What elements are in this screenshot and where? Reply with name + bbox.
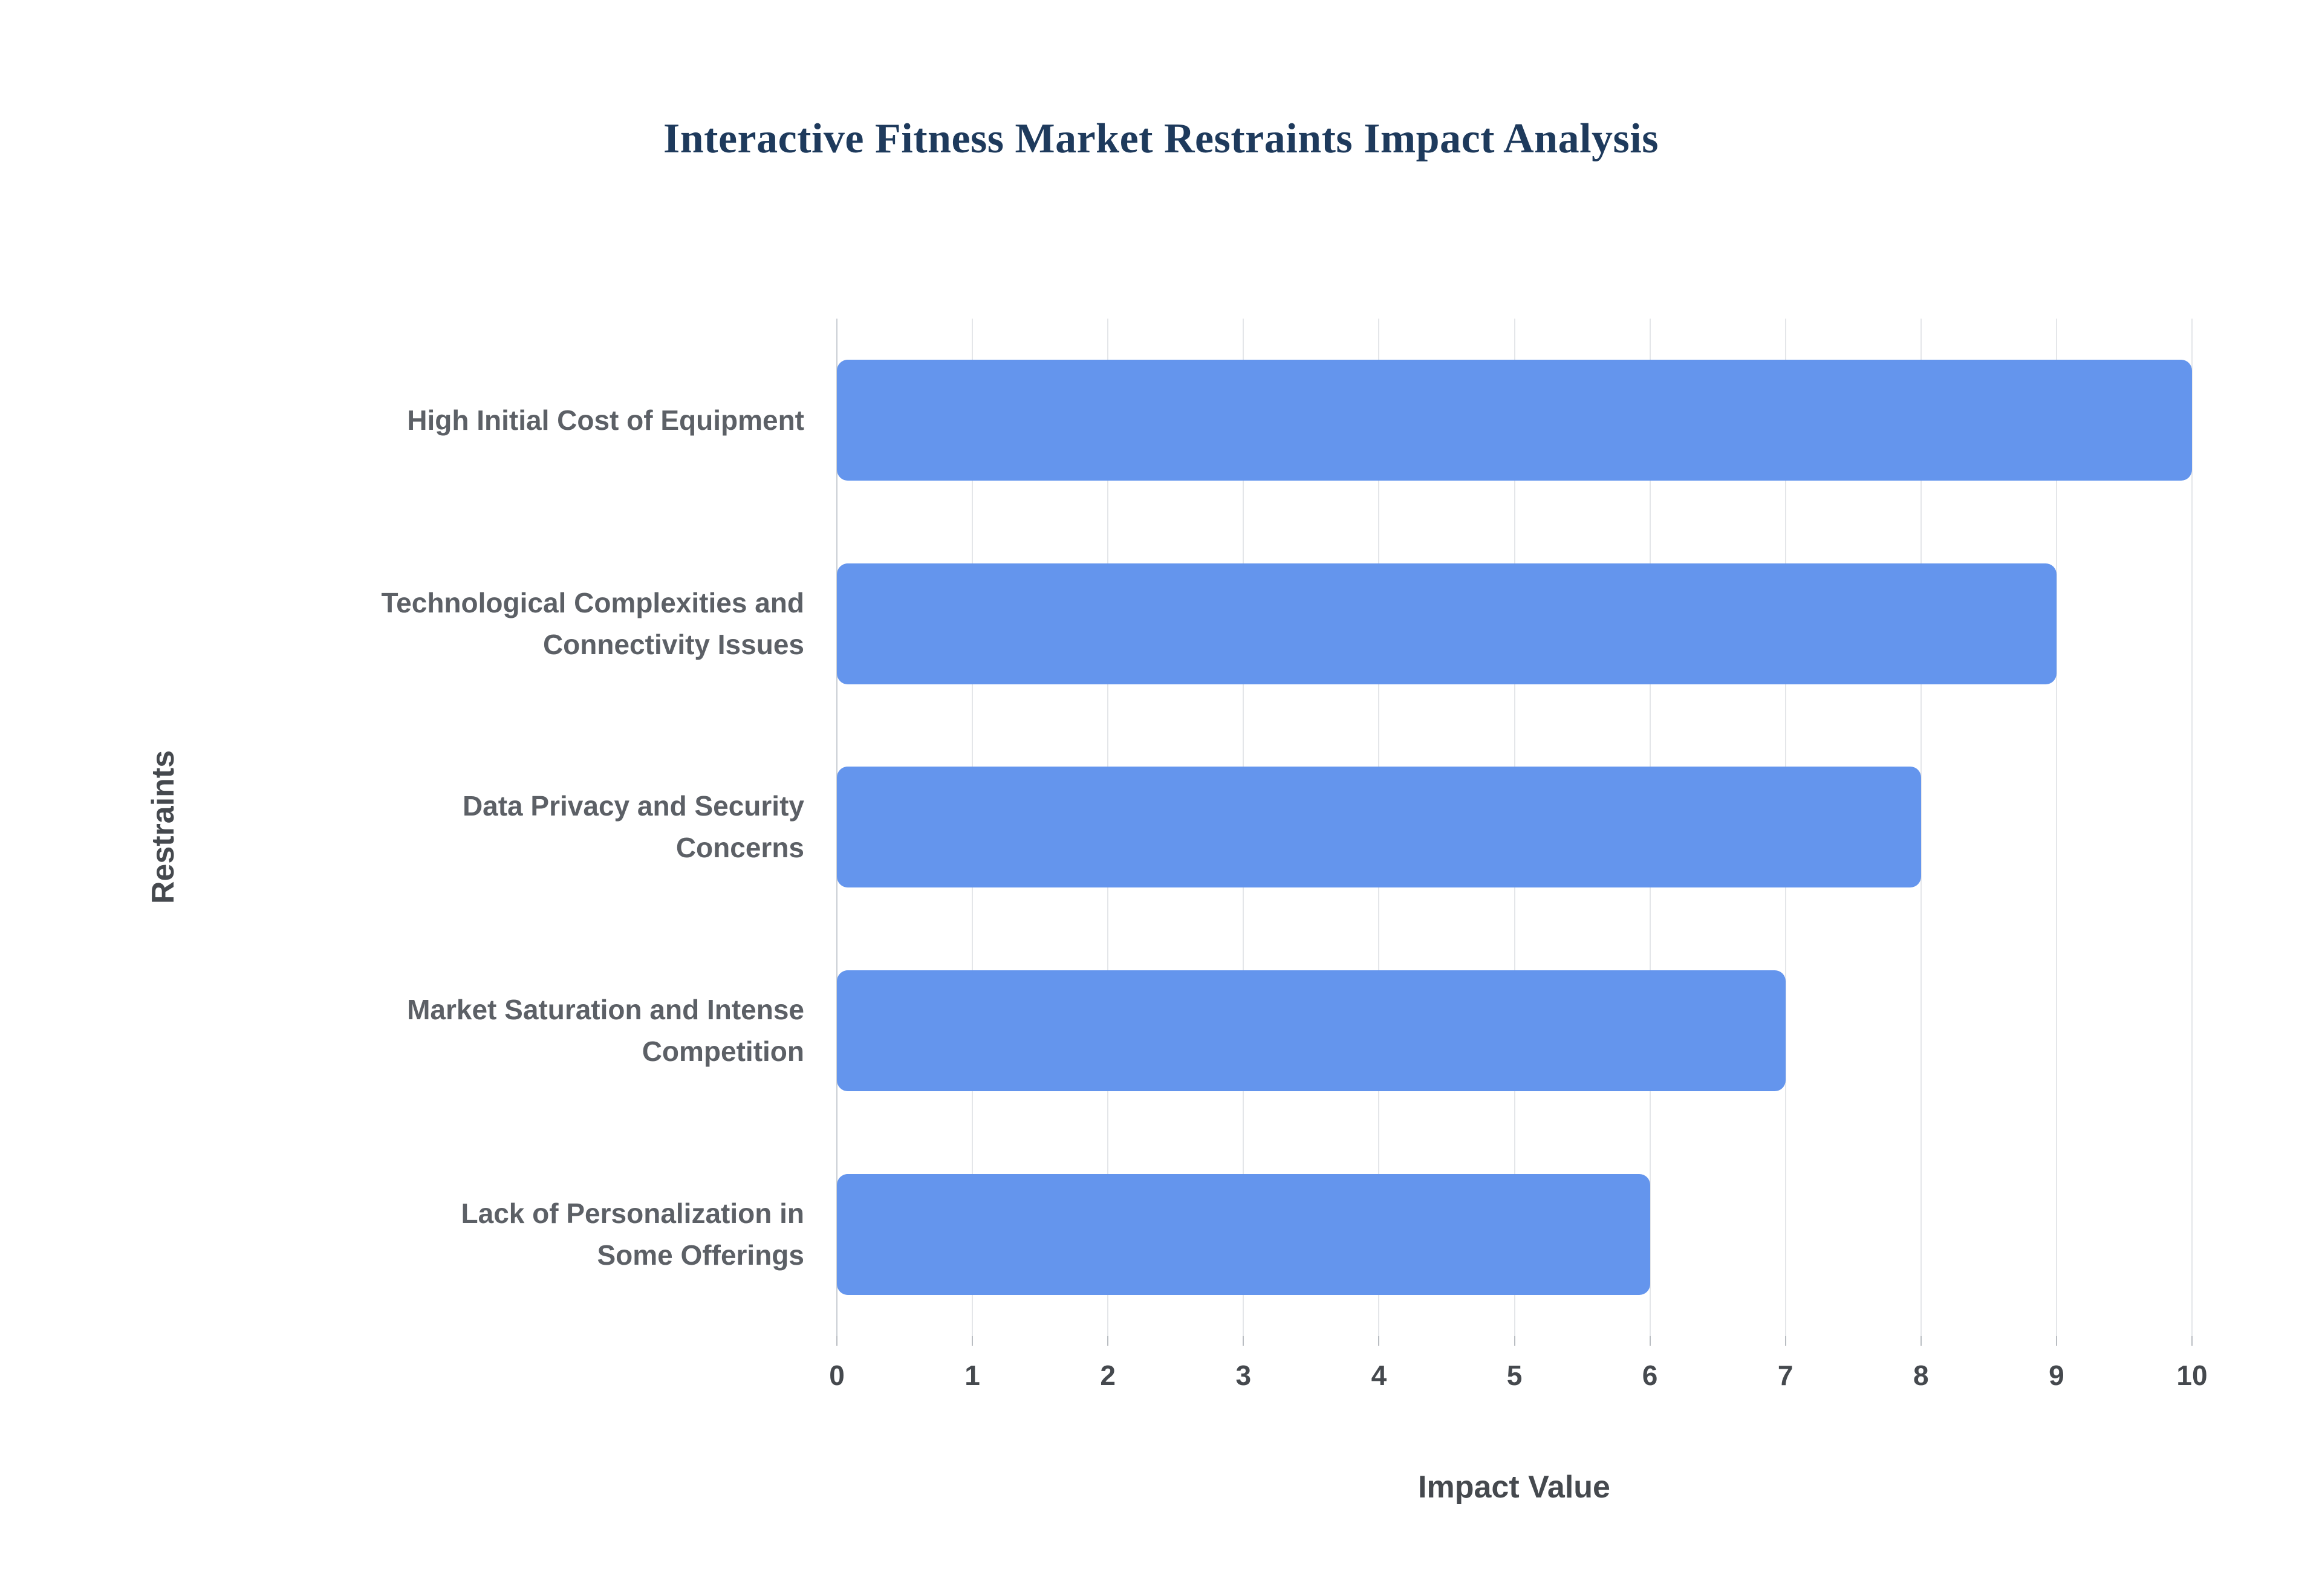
- gridline: [2191, 319, 2193, 1336]
- tick-mark: [1649, 1336, 1651, 1346]
- category-row: Lack of Personalization in Some Offering…: [327, 1132, 804, 1336]
- category-label: High Initial Cost of Equipment: [407, 404, 804, 436]
- tick-mark: [1920, 1336, 1922, 1346]
- bar-row: [837, 725, 2192, 929]
- x-axis-tick-label: 7: [1777, 1360, 1794, 1391]
- gridline: [2055, 319, 2057, 1336]
- x-axis-tick-label: 0: [829, 1360, 845, 1391]
- category-label: Market Saturation and Intense Competitio…: [407, 994, 804, 1068]
- x-axis-tick-label: 9: [2049, 1360, 2064, 1391]
- bar-1[interactable]: [837, 360, 2192, 481]
- plot-area: [836, 319, 2193, 1336]
- tick-mark: [1107, 1336, 1109, 1346]
- bar-row: [837, 319, 2192, 522]
- y-axis-title: Restraints: [146, 750, 181, 904]
- bar-row: [837, 929, 2192, 1133]
- tick-mark: [2191, 1336, 2193, 1346]
- tick-mark: [2055, 1336, 2057, 1346]
- x-axis-tick-marks: [836, 1336, 2193, 1347]
- tick-mark: [1784, 1336, 1786, 1346]
- bar-series: [837, 319, 2192, 1336]
- tick-mark: [972, 1336, 974, 1346]
- y-axis-category-labels: High Initial Cost of Equipment Technologi…: [327, 319, 804, 1336]
- x-axis-tick-label: 2: [1100, 1360, 1116, 1391]
- category-row: Data Privacy and Security Concerns: [327, 725, 804, 929]
- bar-2[interactable]: [837, 563, 2057, 684]
- bar-row: [837, 522, 2192, 726]
- tick-mark: [1378, 1336, 1380, 1346]
- x-axis-tick-label: 6: [1642, 1360, 1658, 1391]
- x-axis-tick-label: 5: [1506, 1360, 1523, 1391]
- bar-5[interactable]: [837, 1173, 1650, 1295]
- bar-row: [837, 1132, 2192, 1336]
- category-label: Technological Complexities and Connectiv…: [381, 586, 804, 660]
- tick-mark: [836, 1336, 837, 1346]
- x-axis-tick-label: 1: [964, 1360, 980, 1391]
- gridline: [1920, 319, 1922, 1336]
- x-axis-tick-label: 3: [1235, 1360, 1252, 1391]
- bar-3[interactable]: [837, 767, 1921, 888]
- x-axis-title: Impact Value: [1418, 1470, 1610, 1505]
- bar-4[interactable]: [837, 970, 1786, 1092]
- x-axis-tick-label: 4: [1371, 1360, 1387, 1391]
- category-row: Market Saturation and Intense Competitio…: [327, 929, 804, 1133]
- x-axis-tick-label: 8: [1913, 1360, 1929, 1391]
- category-label: Data Privacy and Security Concerns: [462, 790, 804, 864]
- x-axis-tick-label: 10: [2176, 1360, 2208, 1391]
- x-axis-tick-labels: 0 1 2 3 4 5 6 7 8 9 10: [829, 1359, 2207, 1395]
- category-row: High Initial Cost of Equipment: [327, 319, 804, 522]
- category-row: Technological Complexities and Connectiv…: [327, 522, 804, 726]
- category-label: Lack of Personalization in Some Offering…: [461, 1197, 804, 1271]
- tick-mark: [1243, 1336, 1244, 1346]
- tick-mark: [1514, 1336, 1515, 1346]
- chart-title: Interactive Fitness Market Restraints Im…: [663, 115, 1659, 162]
